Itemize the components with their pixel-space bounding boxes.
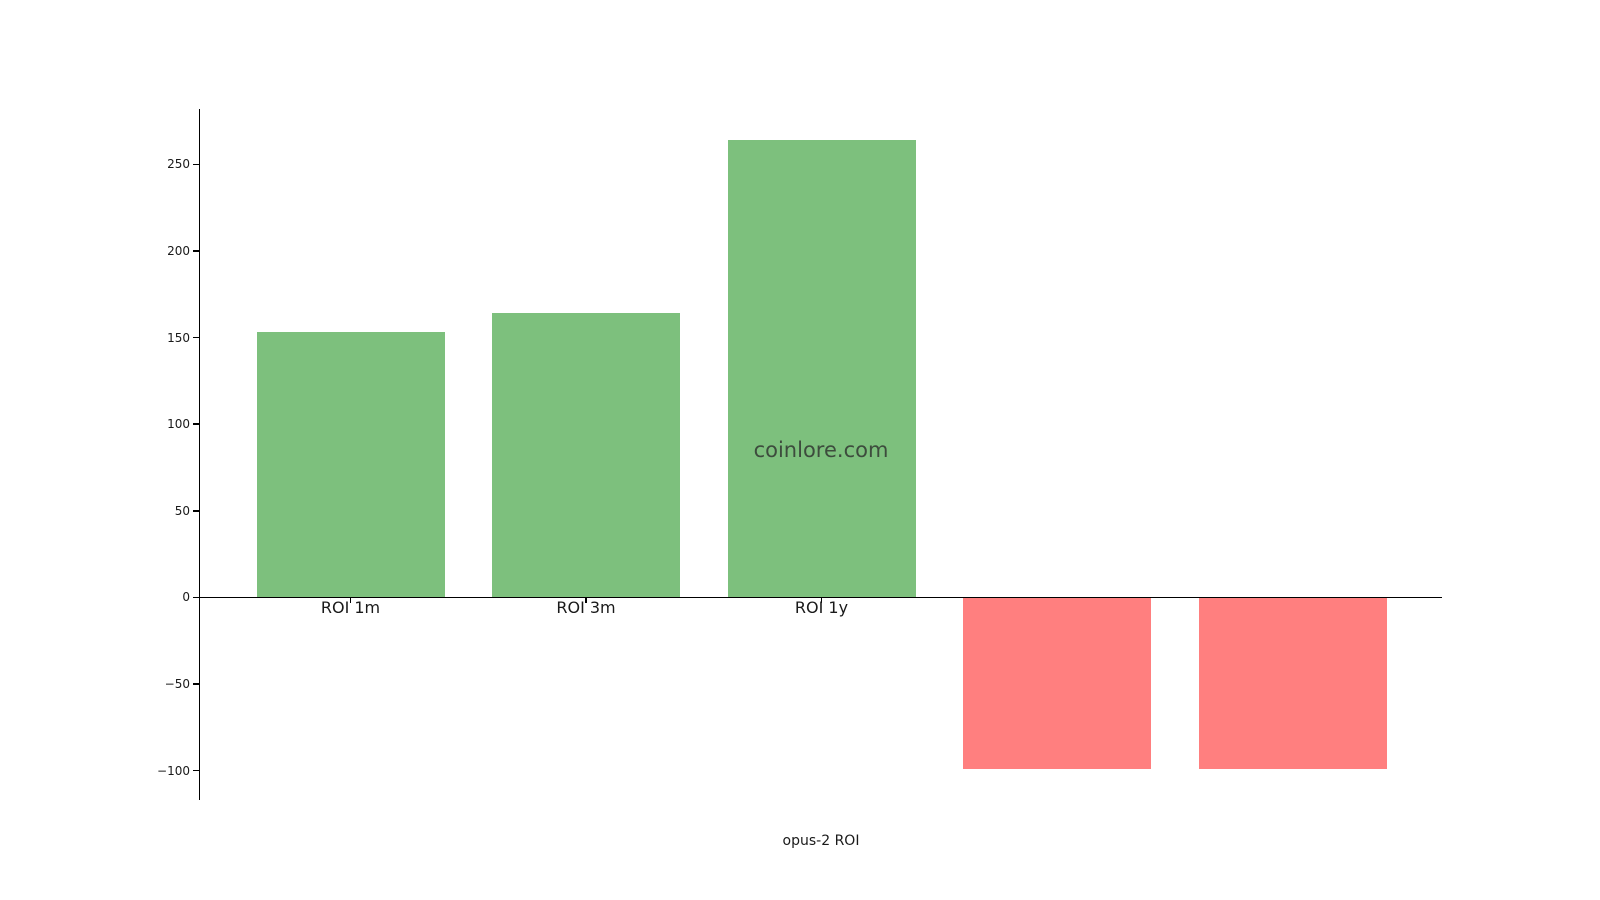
y-tick-label: 200 — [167, 244, 190, 258]
y-tick-label: 150 — [167, 330, 190, 345]
y-tick-label: 50 — [174, 503, 190, 518]
bar-roi-3m — [492, 313, 680, 598]
y-tick-label: 100 — [167, 417, 190, 432]
x-tick — [820, 597, 823, 604]
x-tick-label: ROI 1m — [320, 598, 381, 618]
y-tick-label: 250 — [167, 157, 190, 172]
watermark-text: coinlore.com — [753, 438, 889, 462]
y-tick — [192, 683, 199, 685]
x-tick-label: ROI 3m — [556, 598, 616, 618]
y-tick — [192, 423, 199, 425]
x-axis-title: opus-2 ROI — [782, 833, 860, 849]
y-tick-label: −100 — [157, 763, 190, 778]
y-tick — [192, 510, 199, 512]
y-tick — [192, 250, 199, 252]
y-tick — [192, 596, 199, 599]
y-tick — [192, 769, 199, 772]
bar-roi-1m — [256, 332, 445, 598]
bar-roi-1y — [727, 140, 916, 598]
bar-unlabeled-4 — [1198, 597, 1387, 769]
y-tick-label: 0 — [182, 590, 190, 605]
x-tick-label: ROI 1y — [794, 598, 849, 618]
bar-unlabeled-3 — [963, 597, 1151, 769]
y-axis-spine — [198, 109, 200, 800]
y-tick — [192, 336, 199, 339]
y-tick-label: −50 — [164, 676, 190, 691]
x-tick — [585, 597, 587, 604]
x-tick — [349, 597, 352, 604]
y-tick — [192, 163, 199, 166]
